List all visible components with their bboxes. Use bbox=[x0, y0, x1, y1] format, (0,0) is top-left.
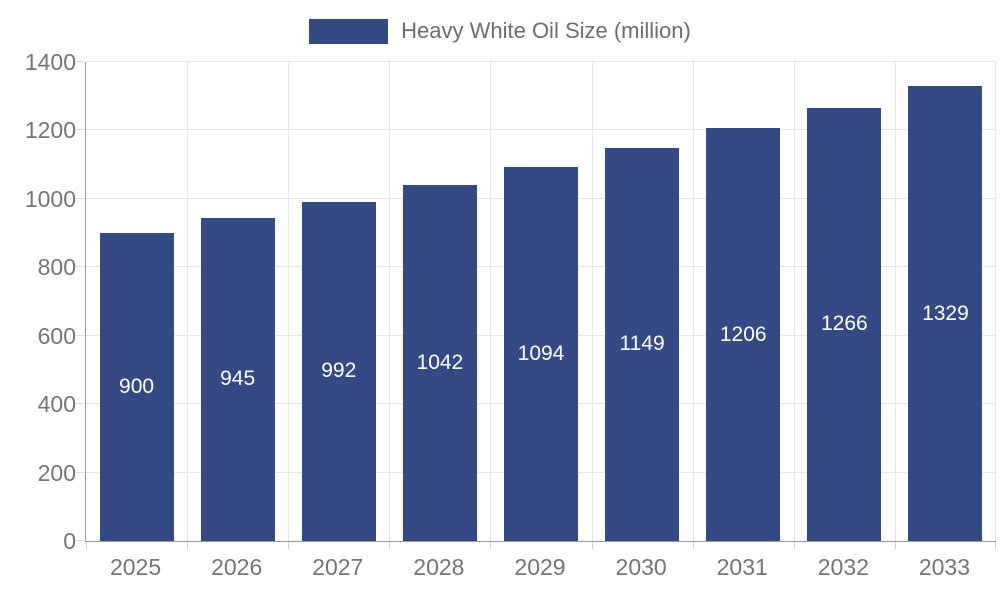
x-axis-tick-label: 2028 bbox=[413, 554, 465, 580]
plot-area: 900 945 992 1042 1094 1149 1206 1266 1329 bbox=[76, 61, 996, 549]
y-axis-tick bbox=[76, 403, 84, 405]
y-axis-tick bbox=[76, 540, 84, 541]
x-axis-tick bbox=[288, 542, 289, 549]
gridline-vertical bbox=[592, 62, 593, 541]
x-axis-tick-label: 2033 bbox=[918, 554, 971, 580]
bar[interactable]: 1094 bbox=[504, 166, 578, 541]
y-axis-tick bbox=[76, 61, 84, 62]
legend-swatch bbox=[309, 18, 389, 44]
y-axis-tick-label: 200 bbox=[37, 459, 76, 486]
bar-value-label: 1329 bbox=[922, 301, 969, 325]
y-axis-tick-label: 400 bbox=[37, 391, 76, 418]
y-axis-tick bbox=[76, 334, 84, 336]
x-axis-tick-label: 2031 bbox=[716, 554, 768, 580]
bar-value-label: 900 bbox=[119, 375, 155, 399]
legend: Heavy White Oil Size (million) bbox=[0, 18, 1000, 44]
bar-value-label: 945 bbox=[220, 367, 256, 391]
y-axis-tick-label: 1000 bbox=[24, 185, 76, 212]
bar[interactable]: 1042 bbox=[402, 184, 477, 541]
gridline-vertical bbox=[895, 62, 896, 541]
gridline-vertical bbox=[995, 62, 996, 541]
x-axis-tick-label: 2029 bbox=[514, 554, 566, 580]
x-axis-tick bbox=[389, 542, 390, 549]
legend-item[interactable]: Heavy White Oil Size (million) bbox=[309, 18, 691, 44]
y-axis-tick bbox=[76, 129, 84, 131]
bar[interactable]: 1206 bbox=[706, 128, 781, 541]
bar-value-label: 1206 bbox=[719, 322, 767, 346]
x-axis-tick bbox=[995, 542, 996, 549]
bar-value-label: 992 bbox=[321, 359, 357, 383]
x-axis-tick-label: 2025 bbox=[109, 554, 162, 580]
gridline-vertical bbox=[288, 62, 289, 541]
bar[interactable]: 900 bbox=[99, 233, 174, 541]
x-axis-tick bbox=[794, 542, 795, 549]
legend-label: Heavy White Oil Size (million) bbox=[401, 18, 691, 43]
bar-value-label: 1094 bbox=[517, 341, 565, 365]
x-axis-tick bbox=[86, 542, 87, 549]
x-axis-tick-label: 2030 bbox=[615, 554, 667, 580]
bar[interactable]: 1329 bbox=[908, 86, 983, 541]
y-axis-tick-label: 600 bbox=[37, 322, 76, 349]
bar-value-label: 1042 bbox=[416, 350, 464, 374]
x-axis-tick bbox=[490, 542, 491, 549]
y-axis-tick bbox=[76, 197, 84, 199]
x-axis-tick bbox=[895, 542, 896, 549]
x-axis-tick bbox=[592, 542, 593, 549]
gridline-horizontal bbox=[86, 61, 996, 62]
bar[interactable]: 945 bbox=[200, 217, 275, 541]
gridline-vertical bbox=[794, 62, 795, 541]
gridline-vertical bbox=[693, 62, 694, 541]
gridline-vertical bbox=[389, 62, 390, 541]
x-axis-tick-label: 2027 bbox=[312, 554, 364, 580]
bar-value-label: 1266 bbox=[820, 312, 868, 336]
x-axis-tick-label: 2026 bbox=[211, 554, 263, 580]
y-axis-tick bbox=[76, 471, 84, 473]
y-axis-tick-label: 1200 bbox=[24, 117, 76, 144]
gridline-vertical bbox=[187, 62, 188, 541]
x-axis-tick bbox=[187, 542, 188, 549]
bar[interactable]: 1149 bbox=[605, 147, 680, 541]
gridline-horizontal bbox=[86, 129, 996, 131]
x-axis-tick bbox=[693, 542, 694, 549]
y-axis-tick-label: 1400 bbox=[24, 49, 76, 75]
bar-value-label: 1149 bbox=[619, 332, 665, 356]
y-axis-tick bbox=[76, 266, 84, 268]
y-axis-tick-label: 0 bbox=[63, 528, 76, 554]
bar[interactable]: 992 bbox=[301, 201, 376, 541]
y-axis-tick-label: 800 bbox=[37, 254, 76, 281]
bar[interactable]: 1266 bbox=[807, 107, 882, 541]
gridline-vertical bbox=[490, 62, 491, 541]
x-axis-tick-label: 2032 bbox=[817, 554, 869, 580]
